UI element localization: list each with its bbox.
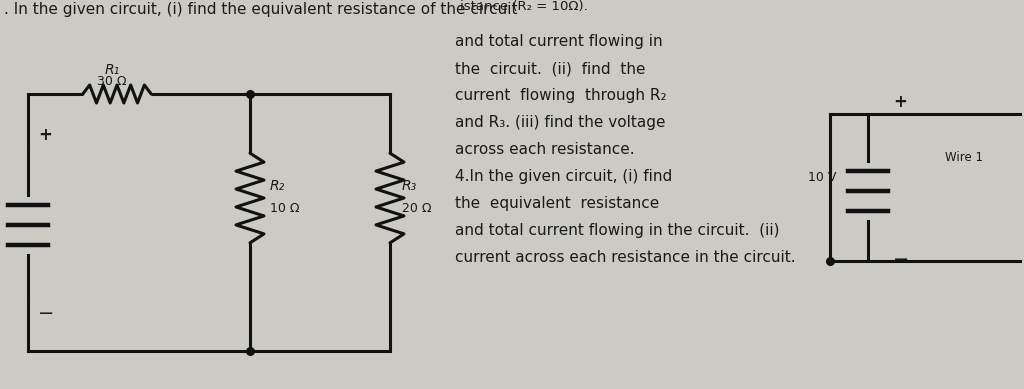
- Text: and total current flowing in: and total current flowing in: [455, 34, 663, 49]
- Text: Wire 1: Wire 1: [945, 151, 983, 164]
- Text: across each resistance.: across each resistance.: [455, 142, 635, 157]
- Text: +: +: [38, 126, 52, 144]
- Text: 4.In the given circuit, (i) find: 4.In the given circuit, (i) find: [455, 169, 672, 184]
- Text: −: −: [893, 250, 909, 269]
- Text: current across each resistance in the circuit.: current across each resistance in the ci…: [455, 250, 796, 265]
- Text: 10 V: 10 V: [808, 171, 837, 184]
- Text: and R₃. (iii) find the voltage: and R₃. (iii) find the voltage: [455, 115, 666, 130]
- Text: −: −: [38, 304, 54, 323]
- Text: the  equivalent  resistance: the equivalent resistance: [455, 196, 659, 211]
- Text: 20 Ω: 20 Ω: [402, 202, 431, 214]
- Text: R₁: R₁: [104, 63, 120, 77]
- Text: istance (R₂ = 10Ω).: istance (R₂ = 10Ω).: [460, 0, 588, 13]
- Text: R₃: R₃: [402, 179, 417, 193]
- Text: . In the given circuit, (i) find the equivalent resistance of the circuit: . In the given circuit, (i) find the equ…: [4, 2, 517, 17]
- Text: the  circuit.  (ii)  find  the: the circuit. (ii) find the: [455, 61, 645, 76]
- Text: current  flowing  through R₂: current flowing through R₂: [455, 88, 667, 103]
- Text: 30 Ω: 30 Ω: [97, 75, 127, 88]
- Text: R₂: R₂: [270, 179, 286, 193]
- Text: +: +: [893, 93, 907, 111]
- Text: 10 Ω: 10 Ω: [270, 202, 299, 214]
- Text: and total current flowing in the circuit.  (ii): and total current flowing in the circuit…: [455, 223, 779, 238]
